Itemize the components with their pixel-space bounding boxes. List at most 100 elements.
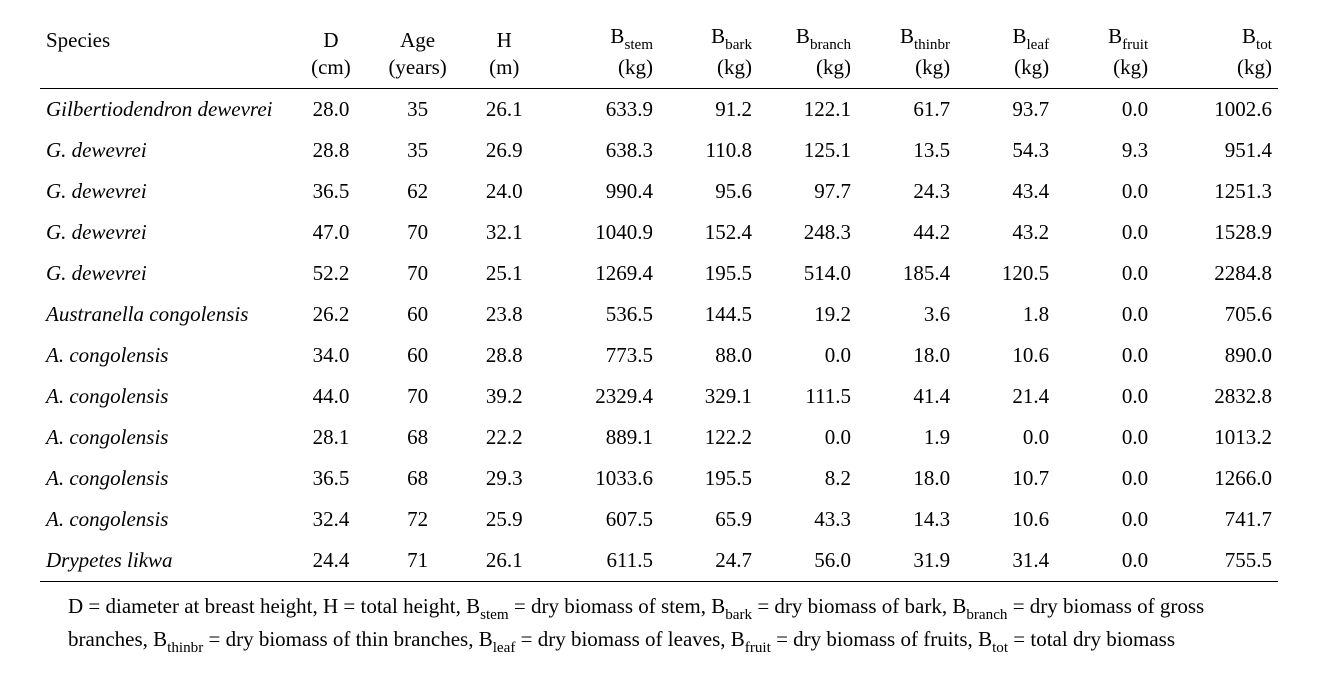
cell-bbranch: 43.3 [758, 499, 857, 540]
cell-h: 22.2 [461, 417, 548, 458]
cell-bstem: 2329.4 [548, 376, 659, 417]
header-row-labels: SpeciesDAgeHBstemBbarkBbranchBthinbrBlea… [40, 18, 1278, 53]
cell-bthinbr: 41.4 [857, 376, 956, 417]
footnote-text: = dry biomass of leaves, [515, 627, 730, 651]
footnote-symbol: B [466, 594, 480, 618]
col-header-d: D [288, 18, 375, 53]
cell-bfruit: 0.0 [1055, 376, 1154, 417]
cell-species: Gilbertiodendron dewevrei [40, 89, 288, 131]
cell-h: 26.1 [461, 89, 548, 131]
cell-bfruit: 0.0 [1055, 89, 1154, 131]
cell-species: A. congolensis [40, 417, 288, 458]
footnote-text: = dry biomass of fruits, [771, 627, 978, 651]
col-header-sub: branch [810, 37, 851, 53]
col-header-label: B [796, 24, 810, 48]
table-row: A. congolensis44.07039.22329.4329.1111.5… [40, 376, 1278, 417]
cell-btot: 705.6 [1154, 294, 1278, 335]
col-header-bbranch: Bbranch [758, 18, 857, 53]
cell-bbark: 195.5 [659, 253, 758, 294]
col-header-bfruit: Bfruit [1055, 18, 1154, 53]
col-header-sub: stem [624, 37, 653, 53]
footnote-sub: stem [480, 607, 509, 623]
col-header-sub: fruit [1122, 37, 1148, 53]
cell-h: 39.2 [461, 376, 548, 417]
cell-h: 25.9 [461, 499, 548, 540]
col-unit-bbranch: (kg) [758, 53, 857, 89]
cell-species: Austranella congolensis [40, 294, 288, 335]
col-unit-label: (kg) [1113, 55, 1148, 79]
cell-species: A. congolensis [40, 458, 288, 499]
col-unit-bstem: (kg) [548, 53, 659, 89]
cell-h: 29.3 [461, 458, 548, 499]
cell-bthinbr: 185.4 [857, 253, 956, 294]
cell-d: 47.0 [288, 212, 375, 253]
table-row: A. congolensis32.47225.9607.565.943.314.… [40, 499, 1278, 540]
cell-bbark: 110.8 [659, 130, 758, 171]
cell-bleaf: 54.3 [956, 130, 1055, 171]
col-unit-label: (kg) [915, 55, 950, 79]
col-unit-label: (kg) [618, 55, 653, 79]
col-unit-label: (years) [388, 55, 446, 79]
cell-bfruit: 9.3 [1055, 130, 1154, 171]
col-header-label: D [323, 28, 338, 52]
cell-d: 44.0 [288, 376, 375, 417]
cell-age: 62 [374, 171, 461, 212]
col-header-label: Age [400, 28, 435, 52]
footnote-symbol: B [479, 627, 493, 651]
col-header-label: B [1242, 24, 1256, 48]
cell-bbranch: 0.0 [758, 335, 857, 376]
col-unit-species [40, 53, 288, 89]
table-row: G. dewevrei52.27025.11269.4195.5514.0185… [40, 253, 1278, 294]
cell-d: 28.8 [288, 130, 375, 171]
footnote-symbol: B [153, 627, 167, 651]
cell-bleaf: 10.7 [956, 458, 1055, 499]
cell-bbranch: 0.0 [758, 417, 857, 458]
cell-bleaf: 10.6 [956, 335, 1055, 376]
cell-bleaf: 1.8 [956, 294, 1055, 335]
table-row: G. dewevrei47.07032.11040.9152.4248.344.… [40, 212, 1278, 253]
table-row: G. dewevrei28.83526.9638.3110.8125.113.5… [40, 130, 1278, 171]
cell-bbranch: 97.7 [758, 171, 857, 212]
col-unit-label: (kg) [1237, 55, 1272, 79]
cell-bfruit: 0.0 [1055, 212, 1154, 253]
table-body: Gilbertiodendron dewevrei28.03526.1633.9… [40, 89, 1278, 582]
cell-bstem: 990.4 [548, 171, 659, 212]
cell-bbark: 329.1 [659, 376, 758, 417]
cell-btot: 1266.0 [1154, 458, 1278, 499]
biomass-table: SpeciesDAgeHBstemBbarkBbranchBthinbrBlea… [40, 18, 1278, 582]
col-header-h: H [461, 18, 548, 53]
cell-species: G. dewevrei [40, 130, 288, 171]
cell-bbranch: 248.3 [758, 212, 857, 253]
col-unit-btot: (kg) [1154, 53, 1278, 89]
cell-btot: 755.5 [1154, 540, 1278, 582]
cell-bstem: 607.5 [548, 499, 659, 540]
cell-bthinbr: 24.3 [857, 171, 956, 212]
cell-btot: 1013.2 [1154, 417, 1278, 458]
footnote-symbol: B [711, 594, 725, 618]
table-row: Drypetes likwa24.47126.1611.524.756.031.… [40, 540, 1278, 582]
table-footnote: D = diameter at breast height, H = total… [40, 582, 1278, 657]
cell-bbark: 144.5 [659, 294, 758, 335]
cell-bstem: 633.9 [548, 89, 659, 131]
cell-bfruit: 0.0 [1055, 417, 1154, 458]
cell-bleaf: 93.7 [956, 89, 1055, 131]
col-header-sub: tot [1256, 37, 1272, 53]
col-header-label: B [1108, 24, 1122, 48]
footnote-symbol: B [952, 594, 966, 618]
cell-d: 52.2 [288, 253, 375, 294]
cell-bfruit: 0.0 [1055, 171, 1154, 212]
cell-bbark: 88.0 [659, 335, 758, 376]
footnote-sub: leaf [493, 640, 516, 656]
cell-bleaf: 31.4 [956, 540, 1055, 582]
footnote-symbol: B [978, 627, 992, 651]
cell-d: 32.4 [288, 499, 375, 540]
table-row: A. congolensis34.06028.8773.588.00.018.0… [40, 335, 1278, 376]
cell-bstem: 1269.4 [548, 253, 659, 294]
footnote-text: = dry biomass of bark, [752, 594, 952, 618]
cell-d: 28.0 [288, 89, 375, 131]
col-header-label: Species [46, 28, 110, 52]
cell-btot: 2832.8 [1154, 376, 1278, 417]
cell-d: 28.1 [288, 417, 375, 458]
cell-age: 70 [374, 253, 461, 294]
col-unit-bbark: (kg) [659, 53, 758, 89]
